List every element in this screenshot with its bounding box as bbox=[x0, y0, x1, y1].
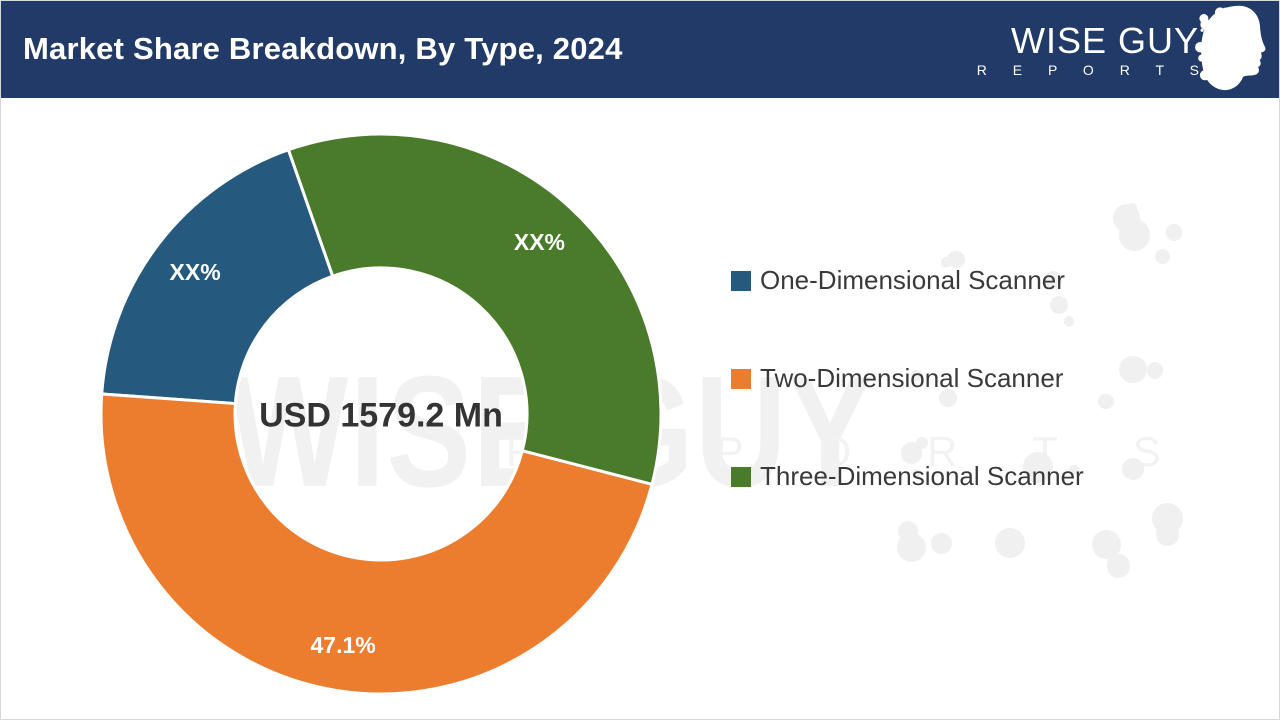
legend-label: One-Dimensional Scanner bbox=[760, 265, 1065, 295]
legend-item: Two-Dimensional Scanner bbox=[731, 363, 1084, 394]
watermark-dot bbox=[915, 437, 928, 450]
brand-logo: WISE GUY R E P O R T S bbox=[977, 3, 1269, 96]
legend-item: One-Dimensional Scanner bbox=[731, 265, 1084, 296]
watermark-dot bbox=[995, 528, 1025, 559]
watermark-dot bbox=[938, 389, 957, 408]
watermark-dot bbox=[1155, 248, 1171, 264]
watermark-dot bbox=[1127, 203, 1138, 213]
watermark-dot bbox=[1050, 296, 1068, 315]
legend-swatch bbox=[731, 466, 751, 487]
legend-swatch bbox=[731, 368, 751, 389]
slice-label: XX% bbox=[170, 259, 221, 285]
watermark-dot bbox=[1152, 502, 1184, 534]
watermark-dot bbox=[1165, 224, 1183, 241]
watermark-dot bbox=[940, 256, 952, 268]
brand-subtitle: R E P O R T S bbox=[976, 61, 1210, 78]
donut-segment bbox=[100, 148, 335, 406]
slice-label: 47.1% bbox=[310, 632, 375, 658]
legend-item: Three-Dimensional Scanner bbox=[731, 461, 1084, 492]
donut-segment bbox=[99, 392, 654, 696]
watermark-dot bbox=[1044, 271, 1063, 290]
legend-label: Three-Dimensional Scanner bbox=[760, 461, 1084, 491]
watermark-dot bbox=[1023, 452, 1054, 483]
watermark-dot bbox=[1069, 464, 1080, 476]
center-value: USD 1579.2 Mn bbox=[259, 396, 503, 435]
watermark-dot bbox=[1106, 554, 1131, 578]
watermark-dot bbox=[1098, 393, 1114, 410]
header-bar: Market Share Breakdown, By Type, 2024 WI… bbox=[1, 1, 1279, 98]
watermark-dot bbox=[897, 521, 918, 542]
watermark-dot bbox=[1121, 457, 1144, 480]
donut-segment bbox=[286, 132, 663, 486]
logo-dot bbox=[1200, 28, 1204, 32]
watermark-dot bbox=[947, 250, 965, 269]
watermark-dot bbox=[911, 369, 923, 382]
donut-chart: XX% 47.1% XX% bbox=[99, 132, 663, 696]
watermark-dot bbox=[911, 468, 921, 478]
legend-swatch bbox=[731, 270, 751, 291]
watermark-dot bbox=[1147, 362, 1164, 379]
legend-label: Two-Dimensional Scanner bbox=[760, 363, 1064, 393]
watermark-dot bbox=[1063, 316, 1074, 327]
brand-name: WISE GUY bbox=[1010, 19, 1199, 61]
watermark-dot bbox=[931, 533, 952, 555]
watermark-dot bbox=[900, 442, 923, 464]
watermark-dot bbox=[1119, 355, 1148, 384]
watermark-dot bbox=[1092, 530, 1121, 559]
page-title: Market Share Breakdown, By Type, 2024 bbox=[23, 31, 623, 66]
legend: One-Dimensional Scanner Two-Dimensional S… bbox=[731, 265, 1084, 559]
slice-label: XX% bbox=[514, 229, 565, 255]
face-profile-icon bbox=[1195, 5, 1266, 90]
brand-logo-text: WISE GUY R E P O R T S bbox=[977, 19, 1199, 78]
